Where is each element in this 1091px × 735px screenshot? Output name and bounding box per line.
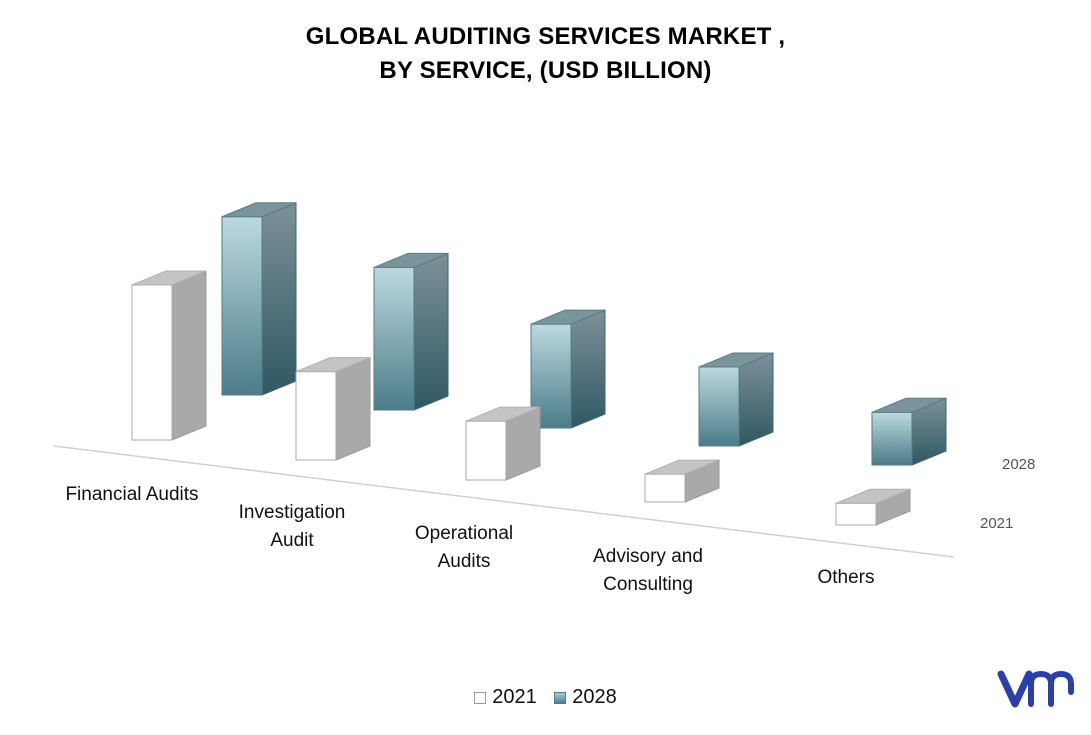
bar-2028-3-side bbox=[738, 352, 774, 447]
legend-label-2021: 2021 bbox=[492, 686, 537, 708]
bar-2021-0-top bbox=[131, 270, 207, 286]
depth-label-2028: 2028 bbox=[1002, 456, 1035, 473]
bar-2028-3-front bbox=[698, 366, 740, 447]
bar-2028-4-top bbox=[871, 397, 947, 413]
bar-2021-2-top bbox=[465, 406, 541, 422]
bar-2028-0-top bbox=[221, 202, 297, 218]
category-label-4-line-0: Others bbox=[817, 567, 874, 588]
bar-2021-1-side bbox=[335, 356, 371, 461]
bar-2021-0-front bbox=[131, 284, 173, 441]
bar-2021-3 bbox=[644, 459, 720, 503]
category-label-4: Others bbox=[817, 567, 874, 588]
vmr-logo bbox=[997, 670, 1074, 708]
category-label-3: Advisory and Consulting bbox=[593, 546, 703, 595]
bar-2021-2 bbox=[465, 406, 541, 481]
legend-swatch-2028 bbox=[554, 691, 567, 704]
bar-2021-1-top bbox=[295, 357, 371, 373]
bar-2021-4-top bbox=[835, 488, 911, 504]
bar-2021-0-side bbox=[171, 270, 207, 441]
chart-title-line-2: BY SERVICE, (USD BILLION) bbox=[379, 57, 712, 84]
depth-label-2021: 2021 bbox=[980, 515, 1013, 532]
bar-2028-4-front bbox=[871, 411, 913, 466]
category-label-1-line-0: Investigation bbox=[239, 502, 346, 523]
depth-labels: 2028 2021 bbox=[980, 456, 1035, 532]
bar-2021-0 bbox=[131, 270, 207, 441]
category-label-2: Operational Audits bbox=[415, 523, 513, 572]
bar-2028-0-front bbox=[221, 216, 263, 396]
category-label-1-line-1: Audit bbox=[270, 530, 314, 551]
bar-2028-1-top bbox=[373, 252, 449, 268]
bar-2028-2-top bbox=[530, 309, 606, 325]
bar-2028-3 bbox=[698, 352, 774, 447]
bar-2028-2-side bbox=[570, 309, 606, 429]
bar-2021-3-top bbox=[644, 459, 720, 475]
bar-2028-1 bbox=[373, 252, 449, 411]
legend: 2021 2028 bbox=[0, 686, 1091, 710]
category-label-2-line-0: Operational bbox=[415, 523, 513, 544]
category-label-0: Financial Audits bbox=[65, 484, 198, 505]
category-labels: Financial Audits Investigation Audit Operat… bbox=[65, 484, 874, 595]
chart-title-line-1: GLOBAL AUDITING SERVICES MARKET , bbox=[305, 23, 786, 50]
bar-2028-0 bbox=[221, 202, 297, 396]
category-label-3-line-1: Consulting bbox=[603, 574, 693, 595]
category-label-2-line-1: Audits bbox=[438, 551, 491, 572]
chart-title: GLOBAL AUDITING SERVICES MARKET , BY SER… bbox=[0, 20, 1091, 88]
bar-2028-2 bbox=[530, 309, 606, 429]
legend-item-2028: 2028 bbox=[554, 686, 617, 709]
bar-2028-1-side bbox=[413, 252, 449, 411]
category-label-3-line-0: Advisory and bbox=[593, 546, 703, 567]
legend-swatch-2021 bbox=[474, 691, 487, 704]
bar-2021-3-front bbox=[644, 473, 686, 503]
bars-layer bbox=[131, 202, 947, 526]
floor-axis-line bbox=[53, 445, 955, 558]
category-label-1: Investigation Audit bbox=[239, 502, 346, 551]
bar-2028-1-front bbox=[373, 266, 415, 411]
bar-2028-3-top bbox=[698, 352, 774, 368]
category-label-0-line-0: Financial Audits bbox=[65, 484, 198, 505]
bar-2021-1 bbox=[295, 356, 371, 461]
legend-item-2021: 2021 bbox=[474, 686, 537, 709]
bar-2021-2-front bbox=[465, 420, 507, 481]
bar-2021-1-front bbox=[295, 371, 337, 461]
bar-2021-4-front bbox=[835, 502, 877, 526]
bar-2028-4 bbox=[871, 397, 947, 466]
bar-2028-0-side bbox=[261, 202, 297, 396]
bar-2021-4 bbox=[835, 488, 911, 526]
legend-label-2028: 2028 bbox=[572, 686, 617, 708]
